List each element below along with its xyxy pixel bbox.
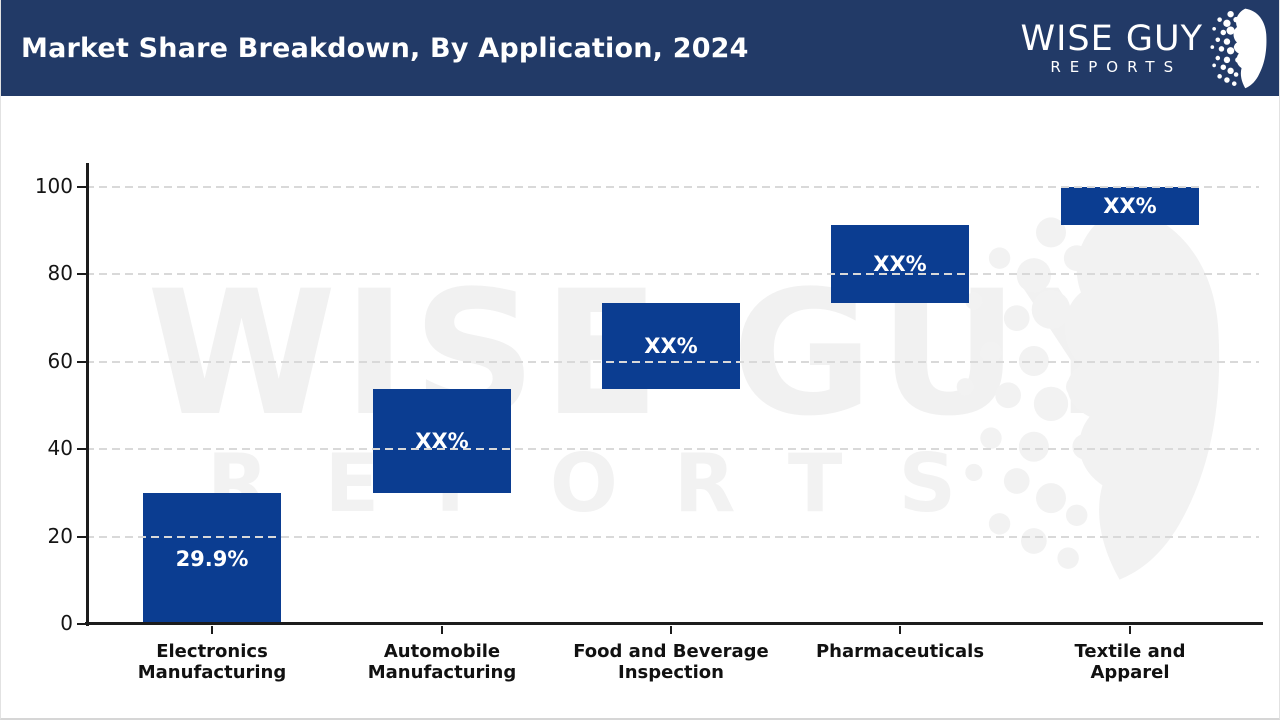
watermark-reports-text: REPORTS [207, 437, 1013, 530]
y-tick [77, 535, 86, 538]
x-axis-line [85, 622, 1263, 625]
x-tick [670, 626, 672, 634]
logo-wise-guy-text: WISE GUY [1020, 18, 1203, 59]
bar-segment [831, 225, 969, 303]
header-bar: Market Share Breakdown, By Application, … [1, 0, 1279, 96]
bar-segment [373, 388, 511, 494]
category-label-line: Manufacturing [137, 662, 287, 684]
y-tick-label: 20 [47, 523, 73, 548]
gridline [86, 186, 1259, 188]
bar-segment [1061, 187, 1199, 226]
brand-logo: WISE GUY REPORTS [1020, 0, 1269, 96]
y-tick-label: 60 [47, 348, 73, 373]
y-tick [77, 186, 86, 188]
category-label-line: Electronics [156, 641, 268, 662]
category-label: Automobile Manufacturing [327, 641, 557, 683]
logo-reports-text: REPORTS [1050, 57, 1183, 76]
x-tick [899, 626, 901, 634]
category-label-line: Automobile [383, 641, 501, 662]
bar-segment [143, 493, 281, 624]
category-label: Electronics Manufacturing [97, 641, 327, 683]
bar-value-label: XX% [1103, 194, 1157, 218]
gridline [86, 273, 1259, 276]
y-tick-label: 100 [34, 174, 73, 198]
y-tick-label: 0 [60, 611, 73, 635]
category-label-line: Manufacturing [367, 662, 517, 684]
category-label-line: Inspection [618, 662, 724, 684]
category-label-line: Textile and [1074, 641, 1186, 662]
y-tick [77, 623, 86, 625]
category-label-line: Apparel [1090, 662, 1170, 684]
page-title: Market Share Breakdown, By Application, … [21, 32, 749, 64]
category-label: Textile and Apparel [1015, 641, 1245, 683]
brand-logo-text: WISE GUY REPORTS [1020, 18, 1203, 76]
category-label: Food and Beverage Inspection [556, 641, 786, 683]
face-profile-dots-icon [1210, 8, 1267, 89]
y-axis-line [86, 163, 89, 626]
y-tick [77, 360, 86, 363]
watermark-face-profile-dots-icon [956, 206, 1220, 580]
bar-value-label: 29.9% [175, 546, 249, 571]
x-tick [211, 626, 213, 634]
gridline [86, 448, 1259, 451]
x-tick [1129, 626, 1131, 634]
bar-value-label: XX% [644, 333, 698, 358]
category-label-line: Pharmaceuticals [815, 641, 985, 662]
y-tick [77, 273, 86, 276]
y-tick-label: 40 [47, 436, 73, 461]
x-tick [441, 626, 443, 634]
gridline [86, 360, 1259, 363]
bar-value-label: XX% [415, 429, 469, 454]
y-tick-label: 80 [47, 261, 73, 286]
bar-value-label: XX% [873, 251, 927, 276]
category-label-line: Food and Beverage [573, 641, 769, 662]
bar-segment [602, 302, 740, 389]
category-label: Pharmaceuticals [785, 641, 1015, 662]
gridline [86, 535, 1259, 538]
y-tick [77, 448, 86, 451]
